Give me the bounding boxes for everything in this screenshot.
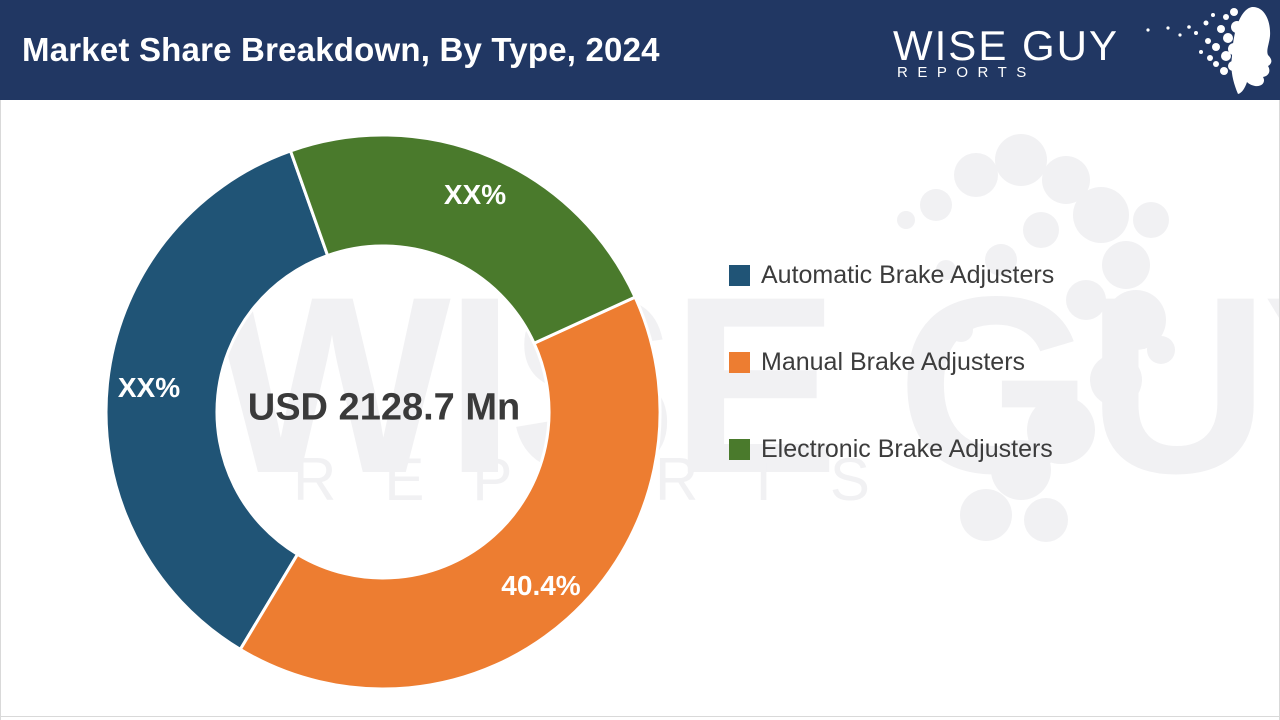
header-bar: Market Share Breakdown, By Type, 2024 WI…: [0, 0, 1280, 100]
legend-label: Manual Brake Adjusters: [761, 347, 1026, 376]
donut-chart: [104, 133, 662, 691]
legend-label: Electronic Brake Adjusters: [761, 434, 1053, 463]
legend-swatch-blue: [729, 264, 750, 286]
legend-label: Automatic Brake Adjusters: [761, 260, 1055, 289]
slice-label-automatic: XX%: [117, 372, 181, 403]
legend-item-electronic[interactable]: Electronic Brake Adjusters: [729, 434, 1053, 464]
slice-electronic-brake-adjusters[interactable]: [289, 133, 637, 345]
legend-item-manual[interactable]: Manual Brake Adjusters: [729, 347, 1025, 377]
wise-guy-reports-logo: WISE GUY REPORTS: [893, 0, 1280, 100]
slice-automatic-brake-adjusters[interactable]: [104, 149, 330, 651]
legend-swatch-green: [729, 438, 750, 460]
page-title: Market Share Breakdown, By Type, 2024: [22, 31, 660, 68]
bottom-divider: [1, 716, 1279, 717]
logo-wordmark: WISE GUY: [893, 22, 1120, 69]
slice-label-electronic: XX%: [443, 179, 507, 210]
slice-label-manual: 40.4%: [501, 570, 581, 601]
legend-swatch-orange: [729, 351, 750, 373]
chart-canvas: WISE GUY REPORTS: [0, 100, 1280, 720]
legend-item-automatic[interactable]: Automatic Brake Adjusters: [729, 260, 1054, 290]
slice-manual-brake-adjusters[interactable]: [238, 295, 662, 691]
logo-face-icon: [1146, 7, 1272, 94]
logo-subtext: REPORTS: [897, 64, 1036, 81]
donut-center-value: USD 2128.7 Mn: [247, 386, 521, 429]
